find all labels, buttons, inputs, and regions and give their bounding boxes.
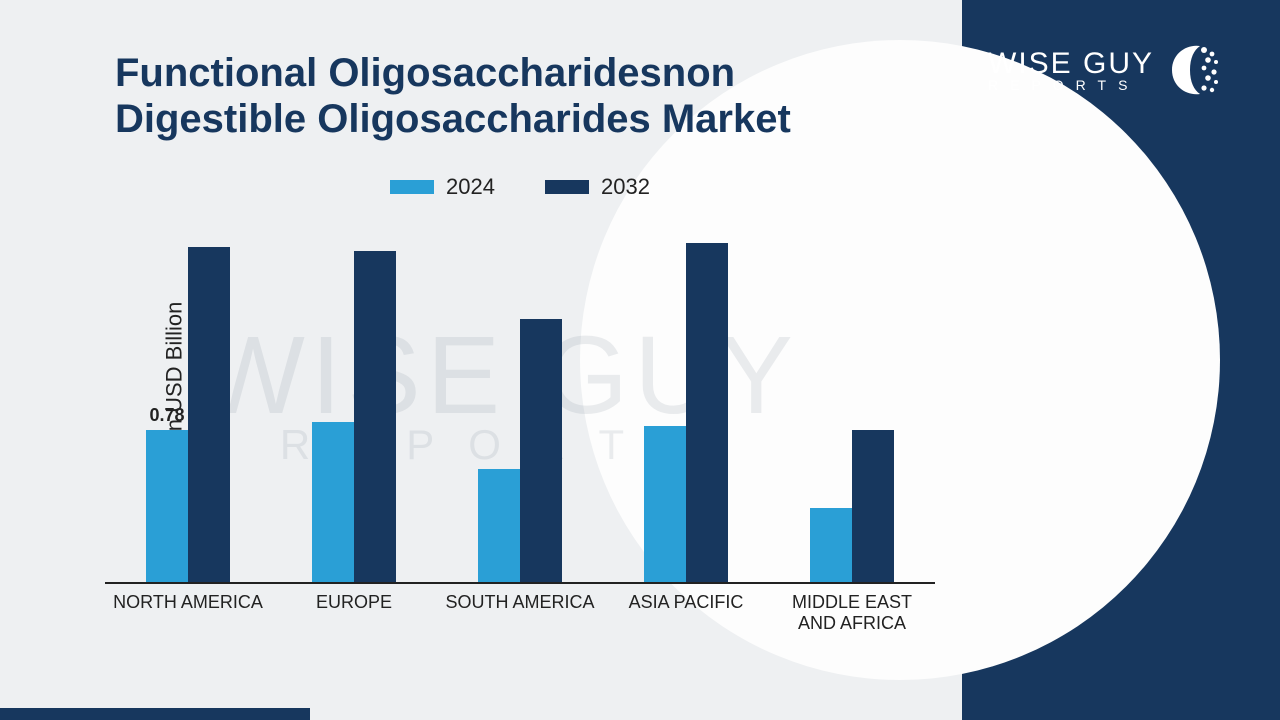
- bar-group: [777, 430, 927, 582]
- bar-2024: [146, 430, 188, 582]
- bar-2024: [312, 422, 354, 582]
- page: WISE GUY REPORTS Functional Oligosacchar…: [0, 0, 1280, 720]
- bar-2024: [810, 508, 852, 582]
- legend-label-2032: 2032: [601, 174, 650, 200]
- bar-2032: [520, 319, 562, 582]
- bar-2032: [686, 243, 728, 582]
- bottom-accent-bar: [0, 708, 310, 720]
- bar-2024: [644, 426, 686, 582]
- x-axis-label: NORTH AMERICA: [113, 592, 263, 633]
- legend-swatch-2032: [545, 180, 589, 194]
- x-axis-label: SOUTH AMERICA: [445, 592, 595, 633]
- brand-text: WISE GUY REPORTS: [988, 47, 1154, 93]
- legend-item-2032: 2032: [545, 174, 650, 200]
- brand-logo: WISE GUY REPORTS: [988, 40, 1258, 100]
- x-axis-labels: NORTH AMERICA EUROPE SOUTH AMERICA ASIA PAC…: [105, 592, 935, 633]
- bar-group: [611, 243, 761, 582]
- brand-name: WISE GUY: [988, 47, 1154, 81]
- chart-title: Functional Oligosaccharidesnon Digestibl…: [115, 50, 875, 142]
- x-axis-label: ASIA PACIFIC: [611, 592, 761, 633]
- bar-groups: 0.78: [105, 204, 935, 582]
- bar-group: 0.78: [113, 247, 263, 582]
- bar-2032: [354, 251, 396, 582]
- x-axis-label: MIDDLE EAST AND AFRICA: [777, 592, 927, 633]
- bar-2032: [188, 247, 230, 582]
- plot-region: 0.78: [105, 204, 935, 584]
- bar-group: [445, 319, 595, 582]
- brand-sub: REPORTS: [988, 77, 1139, 93]
- bar-2032: [852, 430, 894, 582]
- x-axis-label: EUROPE: [279, 592, 429, 633]
- legend-label-2024: 2024: [446, 174, 495, 200]
- bar-value-label: 0.78: [149, 405, 184, 426]
- legend-item-2024: 2024: [390, 174, 495, 200]
- bar-2024: [478, 469, 520, 582]
- bar-group: [279, 251, 429, 582]
- brand-head-icon: [1164, 40, 1224, 100]
- legend: 2024 2032: [105, 174, 935, 200]
- chart-area: Market Size in USD Billion 2024 2032 0.7…: [40, 180, 960, 680]
- legend-swatch-2024: [390, 180, 434, 194]
